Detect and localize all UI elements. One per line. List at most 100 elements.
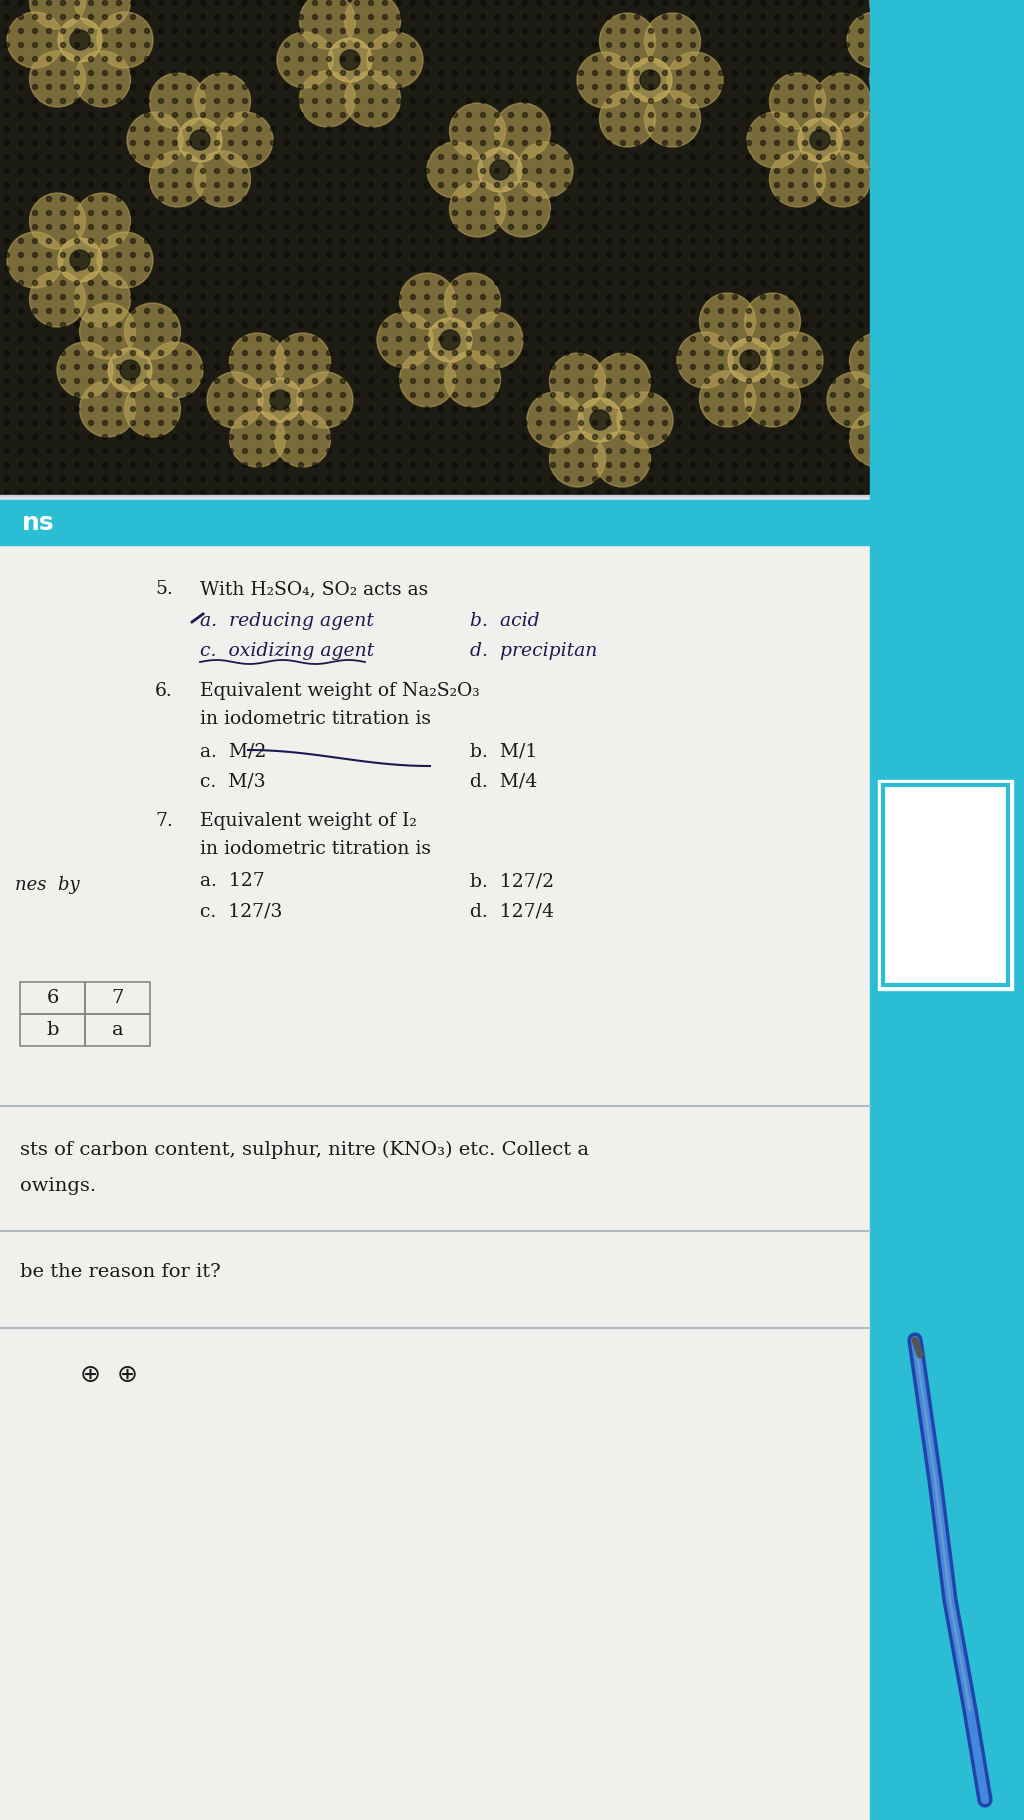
Circle shape <box>396 253 401 257</box>
Circle shape <box>728 339 772 382</box>
Circle shape <box>1013 337 1018 342</box>
Circle shape <box>788 364 794 369</box>
Circle shape <box>774 56 779 62</box>
Circle shape <box>509 140 513 146</box>
Circle shape <box>144 364 150 369</box>
Circle shape <box>998 84 1004 89</box>
Circle shape <box>228 140 233 146</box>
Circle shape <box>18 351 24 355</box>
Circle shape <box>4 211 9 215</box>
Circle shape <box>201 477 206 482</box>
Circle shape <box>971 71 976 75</box>
Circle shape <box>761 98 766 104</box>
Circle shape <box>732 253 737 257</box>
Circle shape <box>746 56 752 62</box>
Circle shape <box>30 51 85 107</box>
Circle shape <box>816 56 821 62</box>
Circle shape <box>872 280 878 286</box>
Circle shape <box>327 56 332 62</box>
Circle shape <box>369 169 374 173</box>
Circle shape <box>677 295 682 300</box>
Circle shape <box>495 238 500 244</box>
Circle shape <box>285 15 290 20</box>
Circle shape <box>4 435 9 439</box>
Circle shape <box>425 140 429 146</box>
Circle shape <box>159 491 164 495</box>
Circle shape <box>33 477 38 482</box>
Circle shape <box>663 0 668 5</box>
Circle shape <box>172 322 177 328</box>
Circle shape <box>746 393 752 397</box>
Circle shape <box>895 333 950 389</box>
Circle shape <box>761 448 766 453</box>
Circle shape <box>677 224 682 229</box>
Circle shape <box>537 15 542 20</box>
Circle shape <box>201 182 206 187</box>
Circle shape <box>579 84 584 89</box>
Circle shape <box>635 15 640 20</box>
Circle shape <box>830 491 836 495</box>
Circle shape <box>677 253 682 257</box>
Circle shape <box>677 42 682 47</box>
Circle shape <box>537 155 542 160</box>
Circle shape <box>411 448 416 453</box>
Circle shape <box>228 182 233 187</box>
Circle shape <box>890 389 910 410</box>
Circle shape <box>228 435 233 439</box>
Circle shape <box>872 420 878 426</box>
Circle shape <box>509 448 513 453</box>
Circle shape <box>635 29 640 33</box>
Circle shape <box>341 406 345 411</box>
Circle shape <box>186 238 191 244</box>
Circle shape <box>816 448 821 453</box>
Circle shape <box>929 197 934 202</box>
Circle shape <box>117 127 122 131</box>
Circle shape <box>663 491 668 495</box>
Circle shape <box>1013 84 1018 89</box>
Circle shape <box>46 197 51 202</box>
Circle shape <box>480 71 485 75</box>
Circle shape <box>858 29 863 33</box>
Circle shape <box>354 280 359 286</box>
Circle shape <box>453 253 458 257</box>
Circle shape <box>172 182 177 187</box>
Circle shape <box>130 462 135 468</box>
Circle shape <box>774 351 779 355</box>
Circle shape <box>425 238 429 244</box>
Circle shape <box>803 420 808 426</box>
Circle shape <box>172 56 177 62</box>
Circle shape <box>327 42 332 47</box>
Circle shape <box>522 182 527 187</box>
Circle shape <box>396 127 401 131</box>
Circle shape <box>75 322 80 328</box>
Circle shape <box>270 351 275 355</box>
Circle shape <box>998 56 1004 62</box>
Circle shape <box>396 491 401 495</box>
Circle shape <box>914 420 920 426</box>
Circle shape <box>606 56 611 62</box>
Circle shape <box>606 448 611 453</box>
Circle shape <box>858 0 863 5</box>
Circle shape <box>285 351 290 355</box>
Circle shape <box>593 309 597 313</box>
Circle shape <box>648 56 653 62</box>
Circle shape <box>732 406 737 411</box>
Circle shape <box>887 238 892 244</box>
Circle shape <box>690 309 695 313</box>
Circle shape <box>80 302 135 359</box>
Circle shape <box>46 155 51 160</box>
Circle shape <box>117 42 122 47</box>
Circle shape <box>579 435 584 439</box>
Circle shape <box>705 71 710 75</box>
Circle shape <box>690 127 695 131</box>
Circle shape <box>663 379 668 384</box>
Circle shape <box>312 140 317 146</box>
Circle shape <box>270 389 290 410</box>
Circle shape <box>564 266 569 271</box>
Circle shape <box>480 15 485 20</box>
Circle shape <box>858 364 863 369</box>
Circle shape <box>648 491 653 495</box>
Circle shape <box>900 491 905 495</box>
Circle shape <box>341 322 345 328</box>
Circle shape <box>872 406 878 411</box>
